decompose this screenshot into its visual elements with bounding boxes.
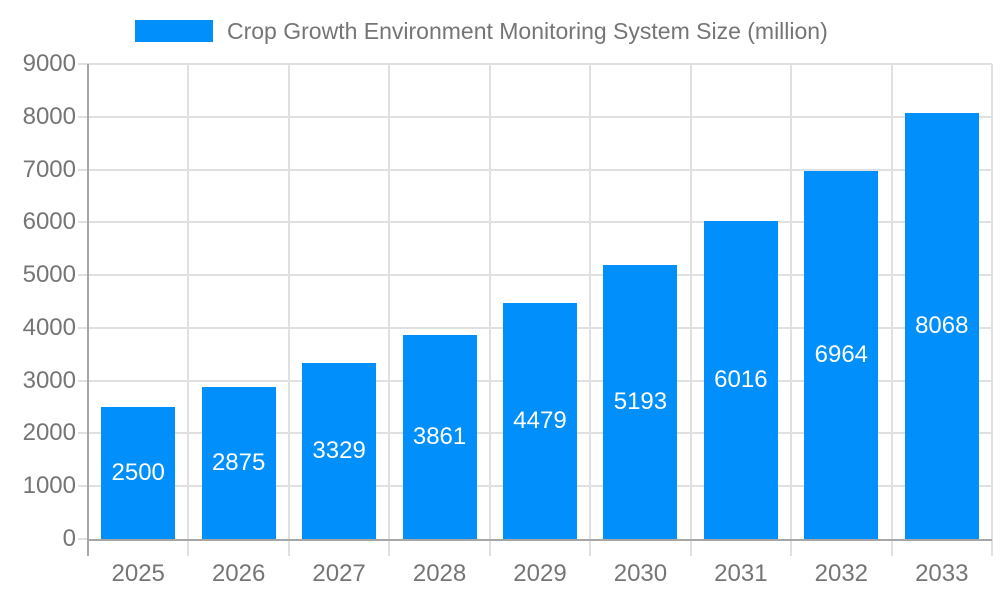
y-axis-label: 4000 xyxy=(22,313,76,341)
y-axis-label: 6000 xyxy=(22,208,76,236)
y-tick xyxy=(78,538,88,540)
bar-value-label: 3861 xyxy=(412,423,467,451)
y-gridline xyxy=(78,115,992,118)
bar-value-label: 6016 xyxy=(714,366,768,394)
y-gridline xyxy=(78,63,992,65)
x-gridline xyxy=(890,64,893,556)
y-axis-label: 0 xyxy=(62,525,76,552)
bar[interactable]: 3861 xyxy=(402,335,477,539)
bar[interactable]: 3329 xyxy=(302,363,377,539)
legend-swatch[interactable] xyxy=(135,20,213,42)
x-gridline xyxy=(287,64,290,556)
y-axis-label: 1000 xyxy=(22,472,76,500)
bar-value-label: 8068 xyxy=(915,312,969,340)
x-axis-line xyxy=(88,539,992,541)
x-axis-label: 2033 xyxy=(915,560,969,587)
x-axis-label: 2028 xyxy=(412,560,467,587)
x-gridline xyxy=(187,64,190,556)
x-gridline xyxy=(790,64,793,556)
bar-value-label: 3329 xyxy=(312,437,366,465)
x-axis-label: 2030 xyxy=(613,560,668,587)
y-gridline xyxy=(78,168,992,171)
y-axis-line xyxy=(87,64,89,556)
bar-value-label: 2875 xyxy=(211,449,266,477)
bar-value-label: 4479 xyxy=(513,406,567,434)
y-axis-label: 5000 xyxy=(22,261,76,289)
x-axis-label: 2031 xyxy=(714,560,768,587)
bar-value-label: 2500 xyxy=(111,459,165,487)
y-gridline xyxy=(78,274,992,277)
y-axis-label: 7000 xyxy=(22,155,76,183)
x-gridline xyxy=(388,64,391,556)
bar[interactable]: 2875 xyxy=(201,387,276,539)
x-axis-label: 2032 xyxy=(814,560,869,587)
bar-value-label: 5193 xyxy=(613,387,668,415)
x-axis-label: 2029 xyxy=(513,560,567,587)
bar[interactable]: 8068 xyxy=(904,113,979,539)
legend[interactable]: Crop Growth Environment Monitoring Syste… xyxy=(0,0,1000,50)
legend-label[interactable]: Crop Growth Environment Monitoring Syste… xyxy=(227,18,828,44)
y-axis-label: 2000 xyxy=(22,419,76,447)
x-gridline xyxy=(689,64,692,556)
bar[interactable]: 6016 xyxy=(703,221,778,539)
bar[interactable]: 4479 xyxy=(503,302,577,539)
x-gridline xyxy=(991,64,993,556)
x-axis-label: 2027 xyxy=(312,560,366,587)
x-gridline xyxy=(488,64,491,556)
y-gridline xyxy=(78,221,992,224)
y-axis-label: 8000 xyxy=(22,102,76,130)
x-axis-label: 2026 xyxy=(211,560,266,587)
bar-value-label: 6964 xyxy=(814,341,869,369)
bar[interactable]: 2500 xyxy=(101,407,176,539)
y-axis-label: 3000 xyxy=(22,366,76,394)
bar[interactable]: 6964 xyxy=(804,171,879,539)
bar[interactable]: 5193 xyxy=(603,264,678,539)
x-axis-label: 2025 xyxy=(111,560,165,587)
x-gridline xyxy=(589,64,592,556)
y-axis-label: 9000 xyxy=(22,50,76,77)
